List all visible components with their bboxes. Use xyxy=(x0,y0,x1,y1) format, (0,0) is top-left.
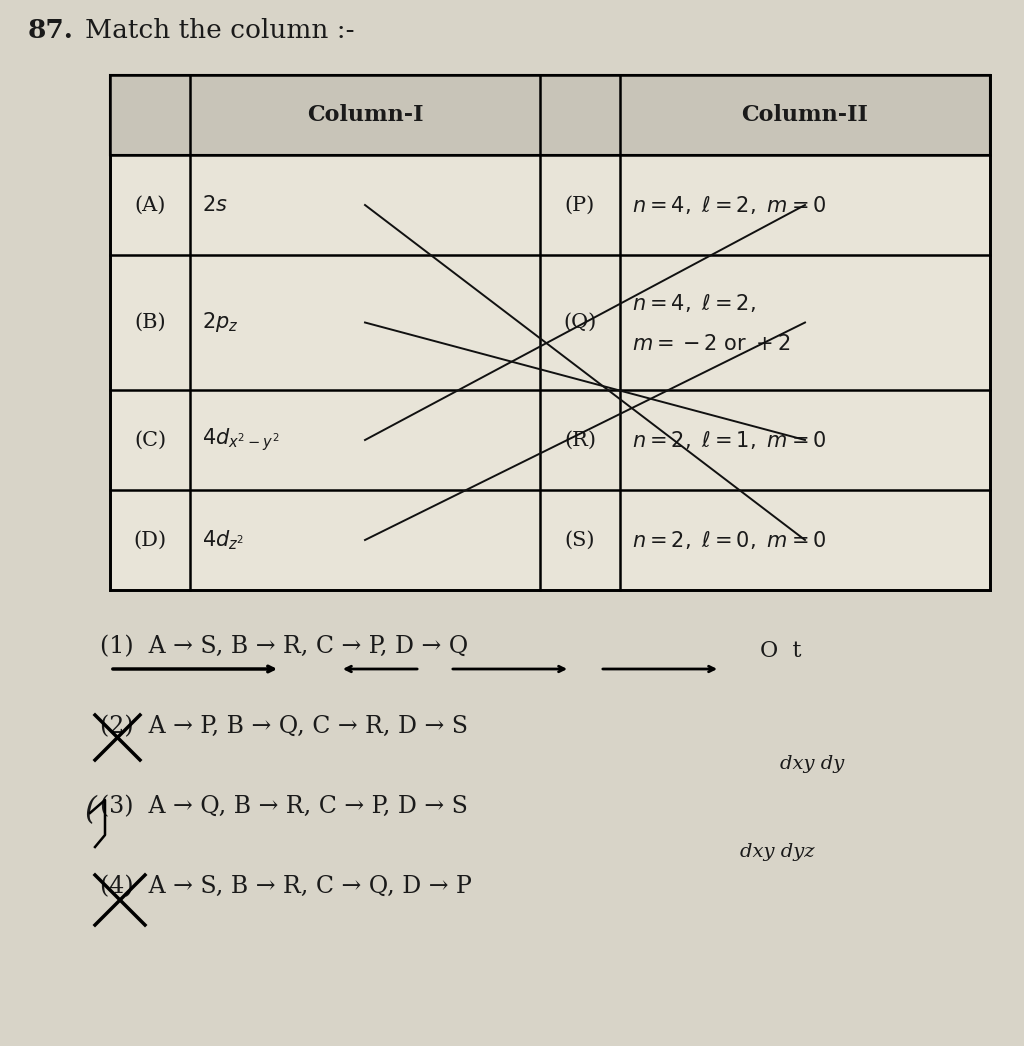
Text: Column-II: Column-II xyxy=(741,104,868,126)
Bar xyxy=(110,75,990,590)
Text: $4d_{x^2-y^2}$: $4d_{x^2-y^2}$ xyxy=(202,427,280,453)
Text: $2s$: $2s$ xyxy=(202,195,227,215)
Text: (Q): (Q) xyxy=(563,313,597,332)
Text: (3)  A → Q, B → R, C → P, D → S: (3) A → Q, B → R, C → P, D → S xyxy=(100,795,468,818)
Text: (B): (B) xyxy=(134,313,166,332)
Text: (P): (P) xyxy=(565,196,595,214)
Text: $n = 4,\ \ell = 2,\ m = 0$: $n = 4,\ \ell = 2,\ m = 0$ xyxy=(632,194,826,217)
Bar xyxy=(110,75,990,155)
Text: (S): (S) xyxy=(565,530,595,549)
Text: dxy dyz: dxy dyz xyxy=(740,843,814,861)
Text: Column-I: Column-I xyxy=(307,104,423,126)
Text: (R): (R) xyxy=(564,431,596,450)
Text: dxy dy: dxy dy xyxy=(780,755,844,773)
Text: $m = -2\ \mathrm{or}\ +2$: $m = -2\ \mathrm{or}\ +2$ xyxy=(632,335,791,355)
Text: $n = 2,\ \ell = 1,\ m = 0$: $n = 2,\ \ell = 1,\ m = 0$ xyxy=(632,429,826,451)
Text: $4d_{z^2}$: $4d_{z^2}$ xyxy=(202,528,245,552)
Text: $2p_z$: $2p_z$ xyxy=(202,311,239,335)
Text: (: ( xyxy=(85,795,97,826)
Text: O  t: O t xyxy=(760,640,802,662)
Text: (D): (D) xyxy=(133,530,167,549)
Text: 87.: 87. xyxy=(28,18,74,43)
Text: $n = 4,\ \ell = 2,$: $n = 4,\ \ell = 2,$ xyxy=(632,292,756,314)
Text: (A): (A) xyxy=(134,196,166,214)
Text: (C): (C) xyxy=(134,431,166,450)
Text: Match the column :-: Match the column :- xyxy=(85,18,354,43)
Text: (2)  A → P, B → Q, C → R, D → S: (2) A → P, B → Q, C → R, D → S xyxy=(100,715,468,738)
Text: (1)  A → S, B → R, C → P, D → Q: (1) A → S, B → R, C → P, D → Q xyxy=(100,635,468,658)
Text: $n = 2,\ \ell = 0,\ m = 0$: $n = 2,\ \ell = 0,\ m = 0$ xyxy=(632,529,826,551)
Text: (4)  A → S, B → R, C → Q, D → P: (4) A → S, B → R, C → Q, D → P xyxy=(100,876,472,899)
